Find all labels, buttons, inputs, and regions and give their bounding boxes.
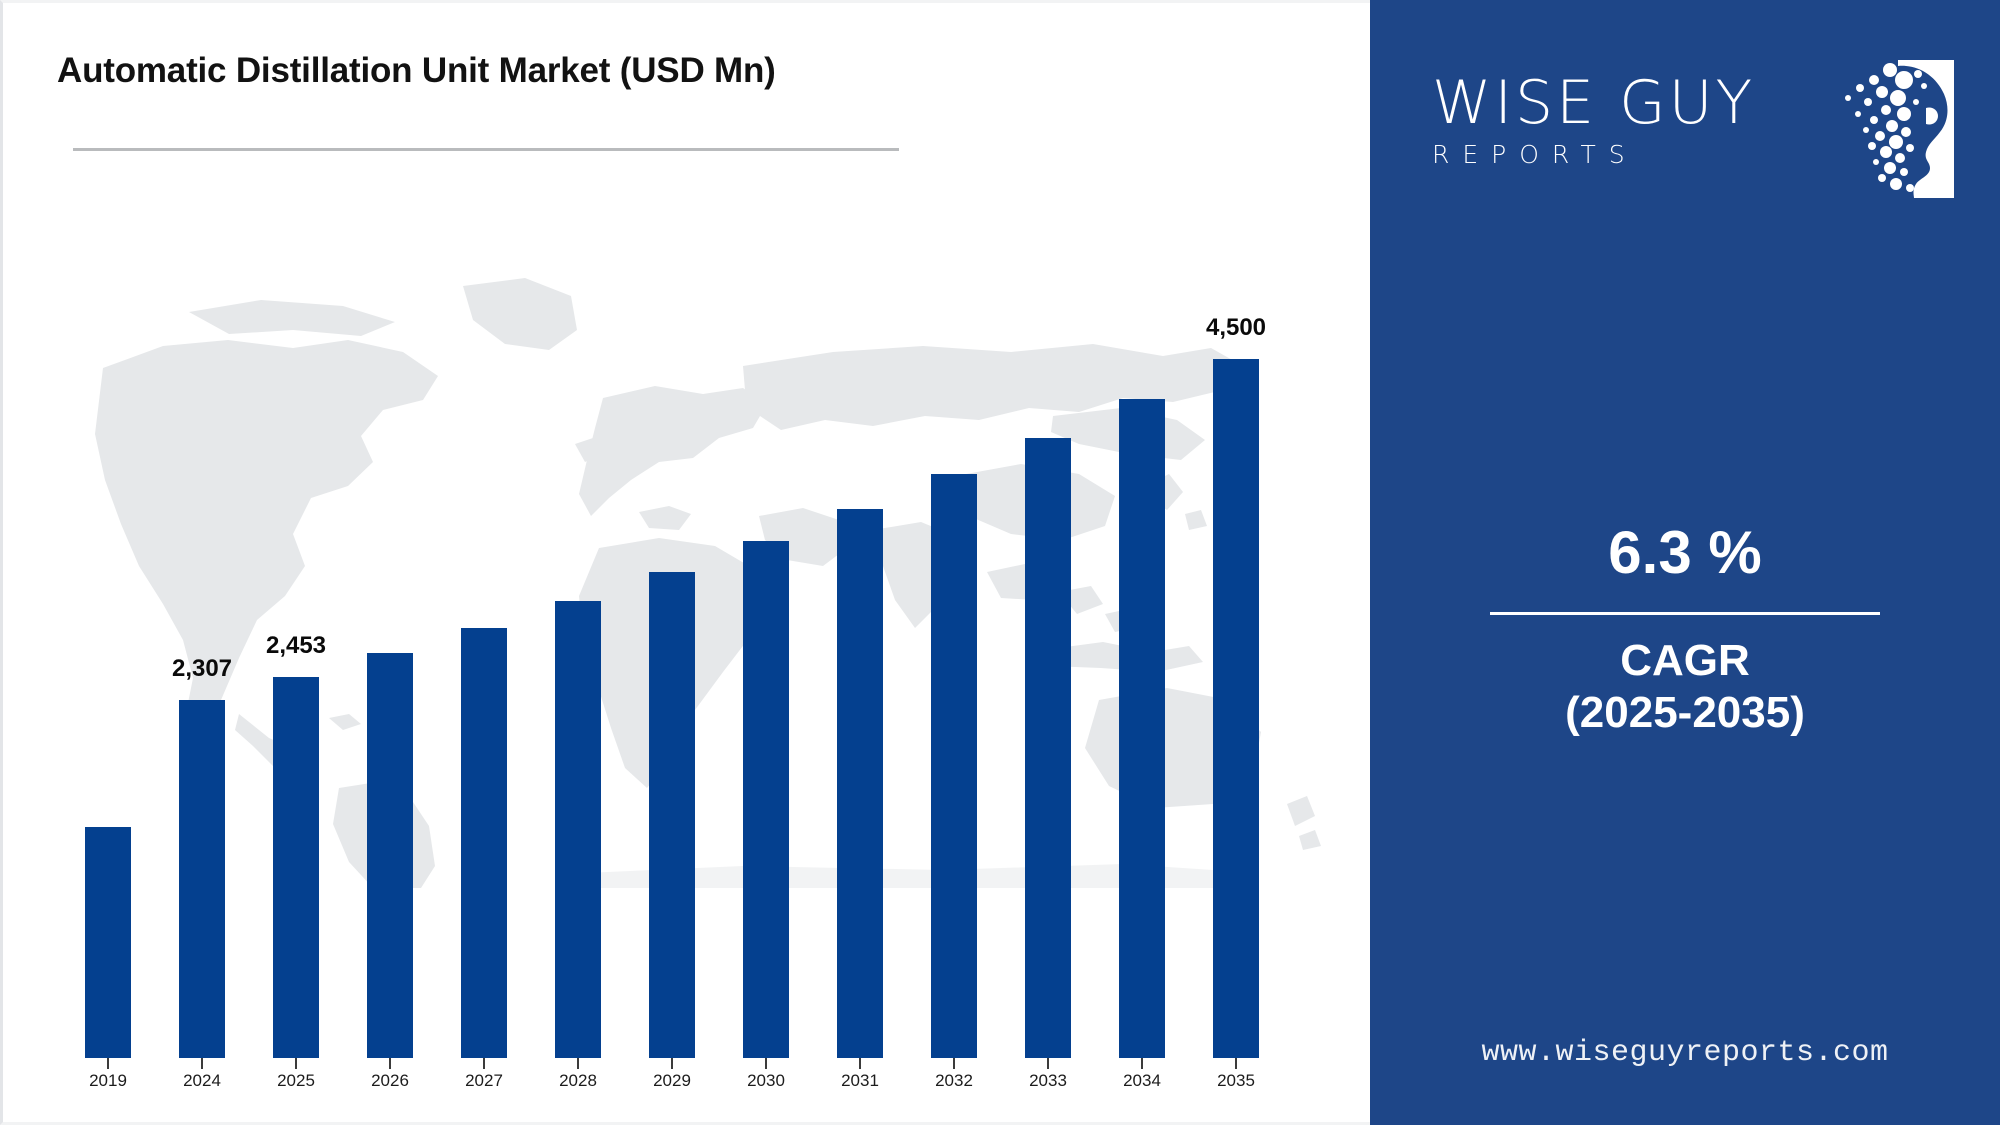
x-tick-label: 2031 — [841, 1071, 879, 1090]
x-tick-label: 2034 — [1123, 1071, 1161, 1090]
x-tick-label: 2030 — [747, 1071, 785, 1090]
bar-slot — [907, 203, 1001, 1058]
axis-tick — [859, 1058, 861, 1069]
logo-text: WISE GUY REPORTS — [1432, 72, 1812, 172]
dotted-face-profile-icon — [1778, 58, 1958, 198]
logo-wise-guy-text: WISE GUY — [1432, 68, 1756, 138]
bar-slot: 4,500 — [1189, 203, 1283, 1058]
x-axis-category-labels: 2019 2024 2025 2026 2027 2028 2029 2030 … — [61, 1071, 1351, 1091]
bar-slot — [343, 203, 437, 1058]
bar[interactable] — [555, 601, 601, 1058]
bar[interactable] — [273, 677, 319, 1058]
x-tick-label: 2026 — [371, 1071, 409, 1090]
axis-tick — [295, 1058, 297, 1069]
bar-slot — [625, 203, 719, 1058]
bar-slot — [437, 203, 531, 1058]
axis-tick — [1235, 1058, 1237, 1069]
cagr-caption-line2: (2025-2035) — [1565, 688, 1805, 737]
plot-area: 2,307 2,453 — [61, 203, 1351, 1090]
bar[interactable] — [1213, 359, 1259, 1058]
axis-tick — [1047, 1058, 1049, 1069]
axis-tick — [1141, 1058, 1143, 1069]
bar[interactable] — [1119, 399, 1165, 1058]
bar-series-revenue: 2,307 2,453 — [61, 203, 1351, 1058]
cagr-value: 6.3 % — [1608, 519, 1762, 586]
cagr-caption-line1: CAGR — [1620, 636, 1750, 685]
bar-value-label: 2,453 — [265, 632, 327, 659]
title-divider — [73, 148, 899, 151]
x-axis-ticks — [61, 1058, 1351, 1070]
x-tick-label: 2028 — [559, 1071, 597, 1090]
x-tick-label: 2019 — [89, 1071, 127, 1090]
axis-tick — [201, 1058, 203, 1069]
axis-tick — [953, 1058, 955, 1069]
bar[interactable] — [367, 653, 413, 1058]
bar-slot — [61, 203, 155, 1058]
bar-slot: 2,307 — [155, 203, 249, 1058]
bar-value-label: 4,500 — [1205, 314, 1267, 341]
axis-tick — [577, 1058, 579, 1069]
bar-slot — [813, 203, 907, 1058]
cagr-divider — [1490, 612, 1880, 615]
axis-tick — [483, 1058, 485, 1069]
x-tick-label: 2025 — [277, 1071, 315, 1090]
bar[interactable] — [931, 474, 977, 1058]
axis-tick — [765, 1058, 767, 1069]
bar-slot — [531, 203, 625, 1058]
x-tick-label: 2024 — [183, 1071, 221, 1090]
bar-value-label: 2,307 — [171, 655, 233, 682]
bar-slot — [719, 203, 813, 1058]
chart-panel: Automatic Distillation Unit Market (USD … — [0, 0, 1370, 1125]
bar[interactable] — [837, 509, 883, 1058]
x-tick-label: 2029 — [653, 1071, 691, 1090]
bar-slot: 2,453 — [249, 203, 343, 1058]
wiseguyreports-logo: WISE GUY REPORTS — [1432, 58, 1954, 208]
bar-slot — [1001, 203, 1095, 1058]
bar-slot — [1095, 203, 1189, 1058]
bar[interactable] — [649, 572, 695, 1058]
bar[interactable] — [1025, 438, 1071, 1058]
bar[interactable] — [461, 628, 507, 1058]
cagr-block: 6.3 % CAGR (2025-2035) — [1370, 520, 2000, 739]
axis-tick — [671, 1058, 673, 1069]
bar[interactable] — [743, 541, 789, 1058]
axis-tick — [389, 1058, 391, 1069]
axis-tick — [107, 1058, 109, 1069]
x-tick-label: 2033 — [1029, 1071, 1067, 1090]
bar[interactable] — [179, 700, 225, 1058]
brand-panel: WISE GUY REPORTS — [1370, 0, 2000, 1125]
x-axis-line — [61, 1058, 1351, 1059]
logo-reports-text: REPORTS — [1432, 140, 1638, 169]
x-tick-label: 2035 — [1217, 1071, 1255, 1090]
x-tick-label: 2032 — [935, 1071, 973, 1090]
bar[interactable] — [85, 827, 131, 1058]
website-url[interactable]: www.wiseguyreports.com — [1481, 1036, 1889, 1070]
page-title: Automatic Distillation Unit Market (USD … — [57, 51, 776, 90]
x-tick-label: 2027 — [465, 1071, 503, 1090]
